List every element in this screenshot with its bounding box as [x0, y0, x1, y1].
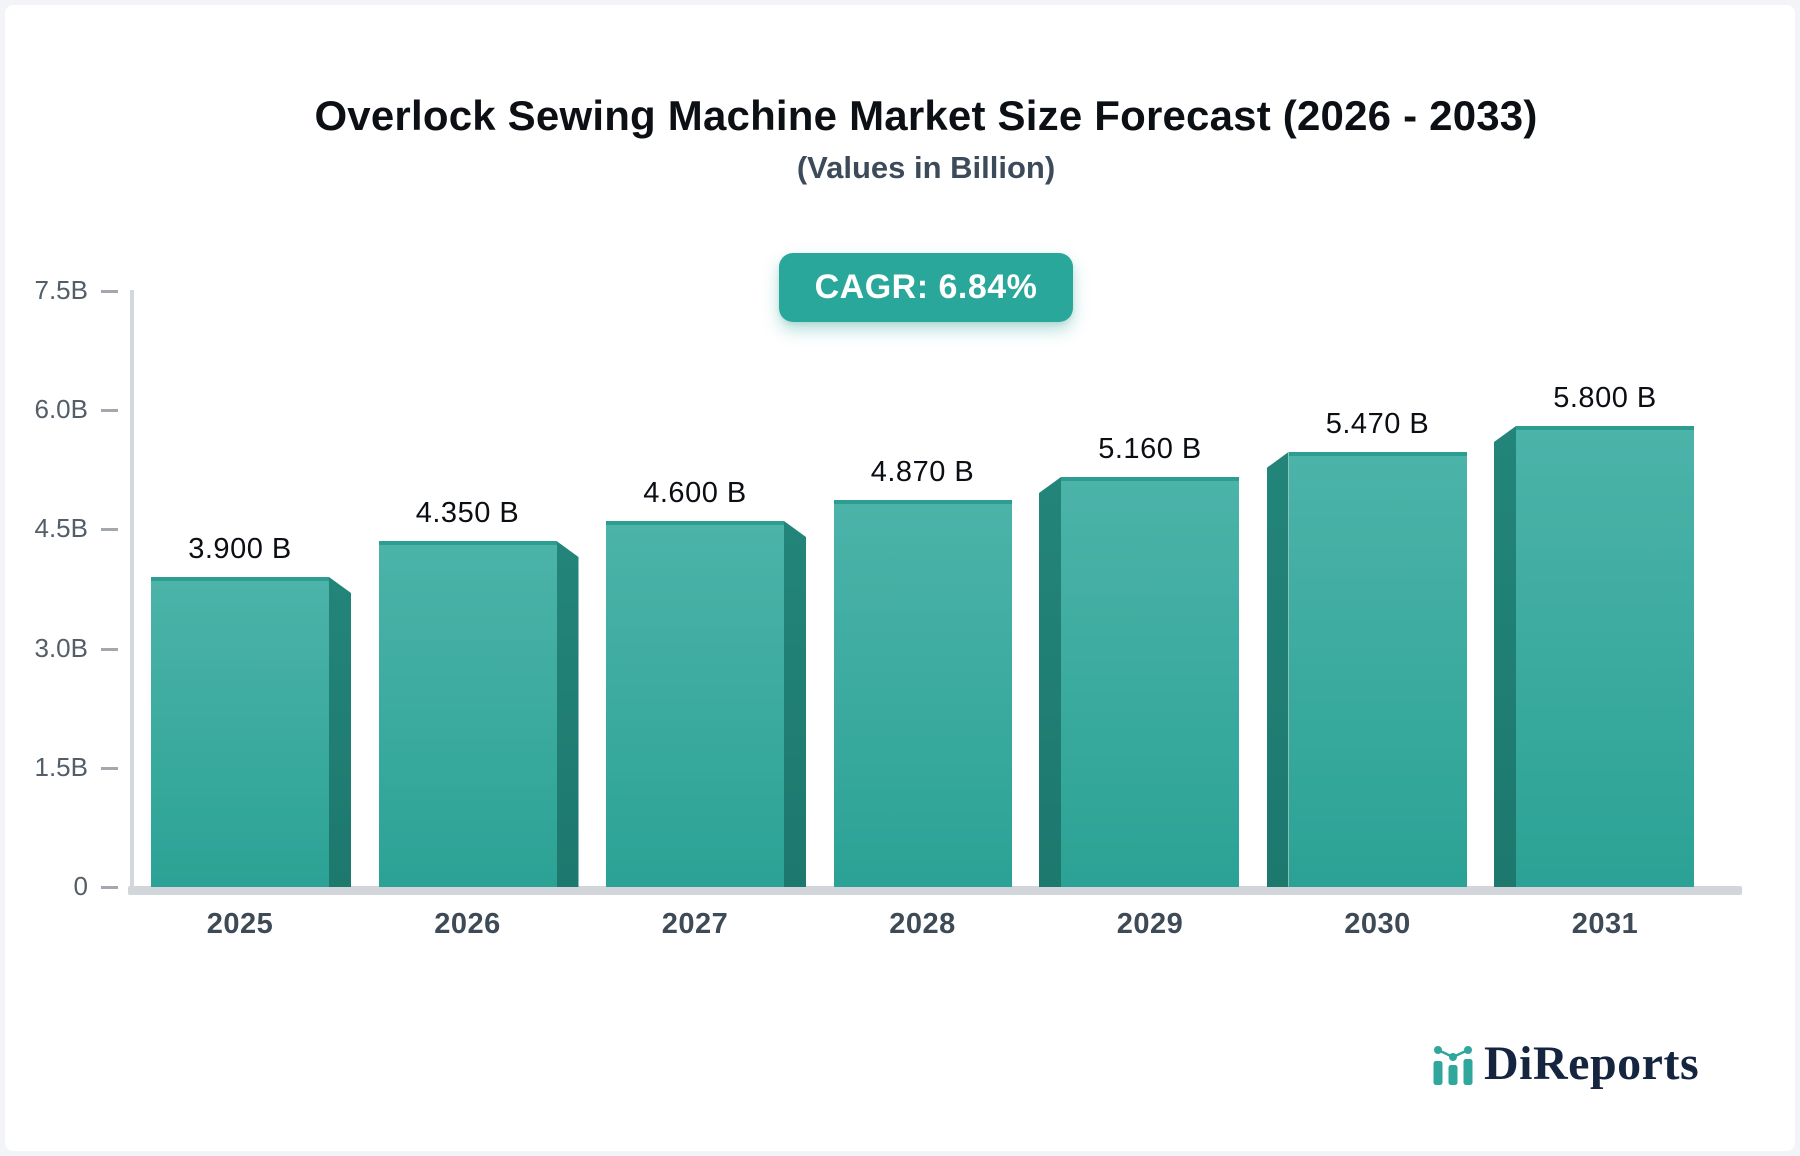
bar-value-label: 4.350 B [415, 497, 520, 529]
bar-value-label: 5.470 B [1325, 408, 1430, 440]
x-tick-label: 2028 [889, 908, 956, 940]
x-tick-label: 2030 [1344, 908, 1411, 940]
cagr-badge-row: CAGR: 6.84% [52, 253, 1800, 322]
y-tick-label: 4.5B [34, 513, 89, 544]
bar-2028 [833, 500, 1012, 887]
y-tick-label: 3.0B [34, 632, 89, 663]
bar-side-panel [329, 577, 351, 887]
bar-value-label: 3.900 B [188, 533, 292, 565]
bar-side-panel [1039, 477, 1061, 887]
bar-side-panel [1266, 452, 1289, 887]
y-axis-line [130, 290, 134, 887]
y-tick-label: 0 [73, 871, 88, 901]
x-tick-label: 2025 [206, 908, 274, 940]
bar-side-panel [1494, 426, 1516, 887]
x-tick-label: 2027 [661, 908, 729, 940]
x-tick-label: 2029 [1116, 908, 1184, 940]
x-tick-label: 2031 [1571, 908, 1639, 940]
bar-value-label: 4.600 B [643, 477, 747, 509]
bar-value-label: 4.870 B [870, 456, 975, 488]
y-tick-dash [101, 647, 118, 651]
chart-subtitle: (Values in Billion) [796, 150, 1056, 185]
bar-2027 [606, 521, 784, 887]
x-tick-label: 2026 [434, 908, 501, 940]
cagr-badge: CAGR: 6.84% [778, 253, 1074, 322]
bar-2029 [1061, 477, 1239, 887]
bar-2025 [151, 577, 329, 887]
bar-chart-trend-icon [1433, 1045, 1473, 1085]
bar-side-panel [784, 521, 806, 887]
bar-2026 [378, 541, 557, 887]
bar-value-label: 5.800 B [1553, 382, 1657, 414]
y-tick-dash [101, 766, 118, 770]
chart-title: Overlock Sewing Machine Market Size Fore… [314, 92, 1538, 139]
bar-side-panel [556, 541, 579, 887]
y-tick-dash [101, 528, 118, 532]
x-axis-line [128, 886, 1742, 895]
y-tick-dash [101, 409, 118, 413]
y-tick-label: 1.5B [34, 751, 89, 782]
bar-2030 [1288, 452, 1467, 887]
bar-value-label: 5.160 B [1098, 433, 1202, 465]
bar-2031 [1516, 426, 1694, 887]
logo: DiReports [1430, 1036, 1699, 1091]
y-tick-label: 7.5B [34, 274, 89, 305]
y-tick-label: 6.0B [34, 394, 89, 425]
y-tick-dash [101, 289, 118, 293]
y-tick-dash [101, 886, 118, 889]
logo-text: DiReports [1484, 1037, 1700, 1090]
